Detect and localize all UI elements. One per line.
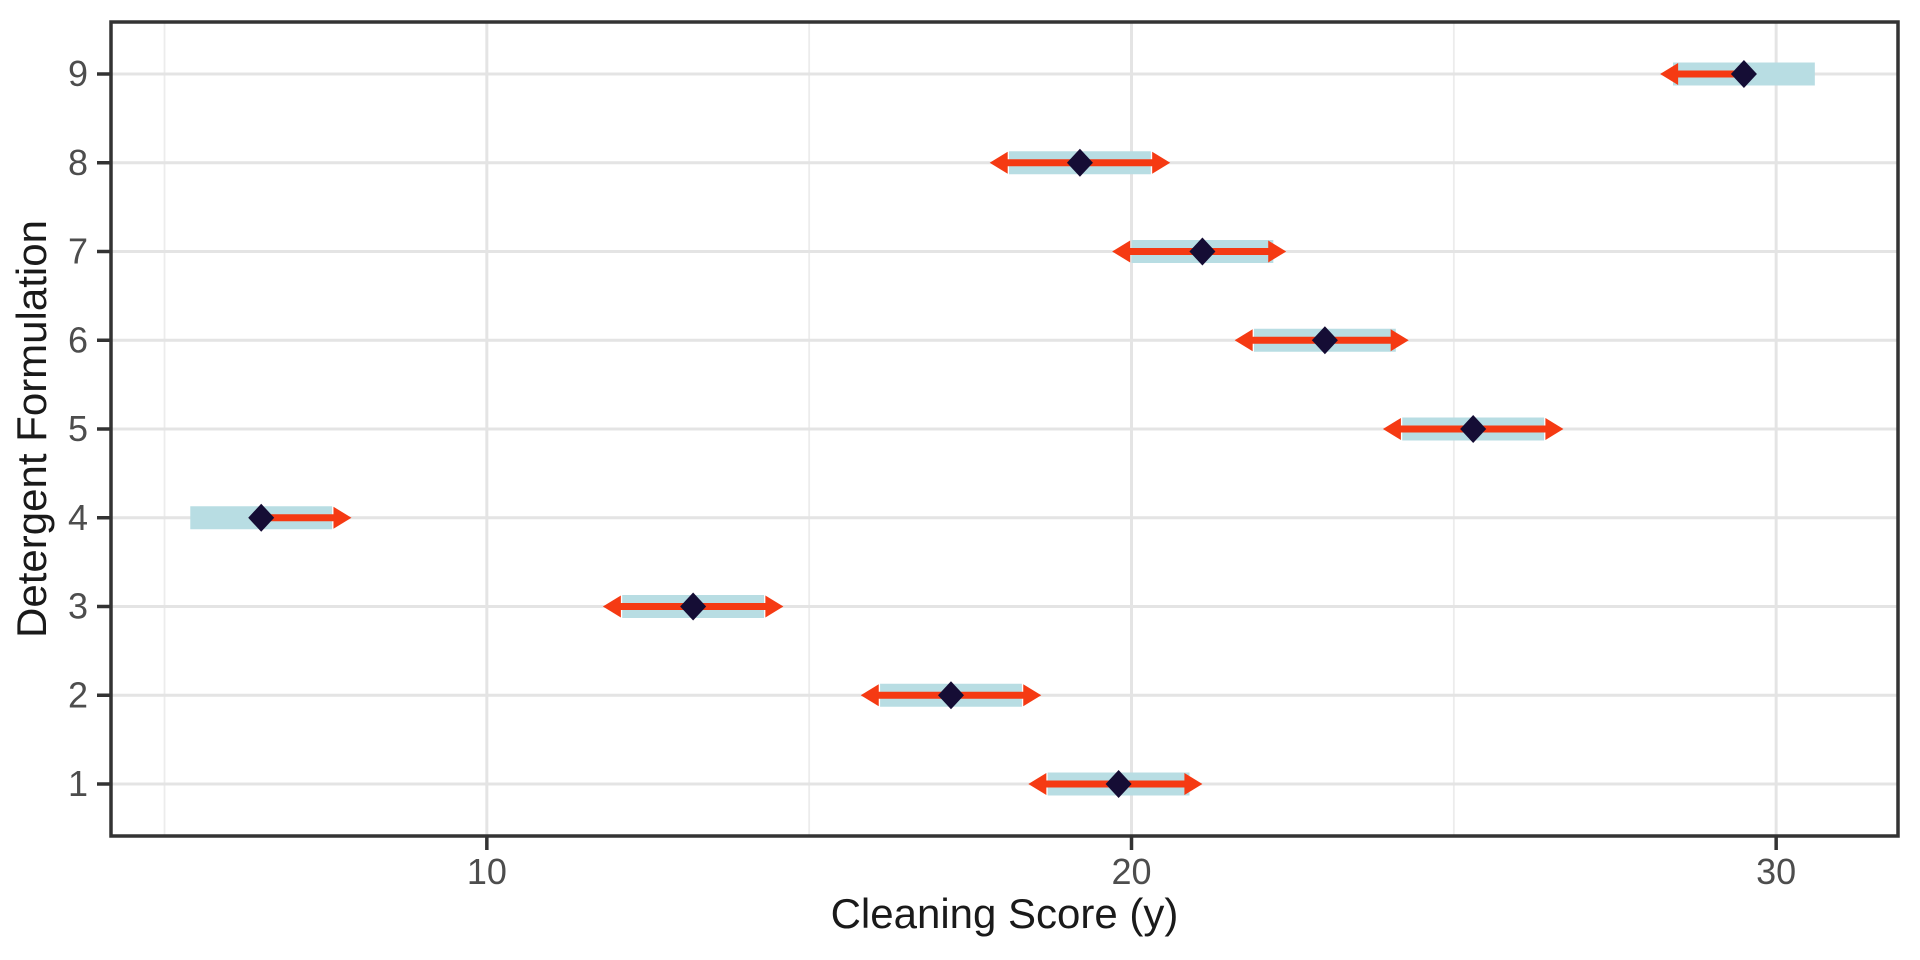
arrowhead-left-icon [1028,773,1047,795]
arrowhead-right-icon [765,595,784,618]
point-diamond [680,592,707,621]
point-diamond [1105,770,1132,798]
y-tick-label: 8 [68,142,88,183]
point-diamond [1189,237,1216,266]
x-tick-label: 20 [1111,851,1151,892]
point-diamond [1311,326,1338,355]
arrowhead-right-icon [333,506,352,529]
y-tick-label: 1 [68,763,88,804]
arrowhead-left-icon [1234,329,1253,352]
arrowhead-right-icon [1152,151,1171,174]
point-diamond [1460,415,1487,443]
arrowhead-right-icon [1023,684,1042,707]
point-diamond [1066,148,1093,177]
arrowhead-left-icon [1382,418,1401,440]
y-tick-label: 2 [68,674,88,715]
arrowhead-left-icon [989,151,1008,174]
y-axis-title: Detergent Formulation [8,220,55,638]
point-diamond [248,503,275,532]
x-tick-label: 30 [1756,851,1796,892]
arrowhead-left-icon [1112,240,1131,263]
arrowhead-right-icon [1545,418,1564,440]
point-diamond [1730,60,1757,88]
arrowhead-right-icon [1184,773,1203,795]
arrowhead-left-icon [860,684,879,707]
y-tick-label: 6 [68,319,88,360]
y-tick-label: 7 [68,231,88,272]
arrowhead-right-icon [1390,329,1409,352]
x-axis-title: Cleaning Score (y) [831,890,1179,937]
point-diamond [937,681,964,710]
y-tick-label: 9 [68,53,88,94]
x-tick-label: 10 [467,851,507,892]
y-tick-label: 3 [68,586,88,627]
y-tick-label: 4 [68,497,88,538]
arrowhead-right-icon [1268,240,1287,263]
arrowhead-left-icon [602,595,621,618]
y-tick-label: 5 [68,408,88,449]
arrowhead-left-icon [1660,63,1679,85]
